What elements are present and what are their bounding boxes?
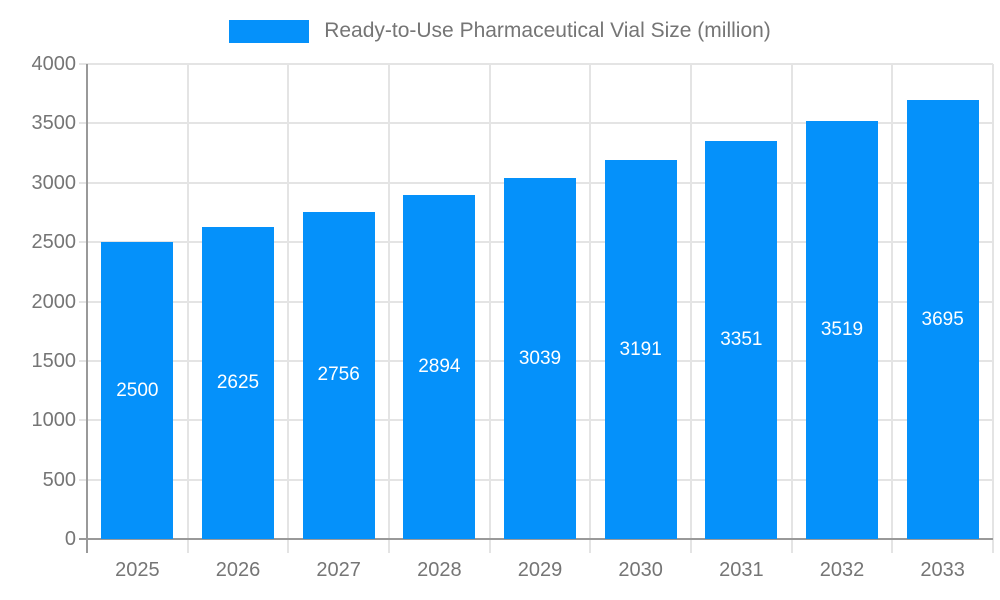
bar[interactable]: 2500 <box>101 242 174 539</box>
legend-label: Ready-to-Use Pharmaceutical Vial Size (m… <box>324 19 771 42</box>
bar[interactable]: 3351 <box>705 141 778 539</box>
y-gridline <box>79 122 993 125</box>
bar-value-label: 3519 <box>820 319 864 341</box>
bar-value-label: 3191 <box>619 338 662 360</box>
x-axis-tick-label: 2026 <box>215 559 261 581</box>
x-axis-line <box>79 538 993 540</box>
bar-value-label: 3039 <box>518 347 562 369</box>
y-gridline <box>79 63 993 65</box>
bar[interactable]: 2756 <box>302 211 375 539</box>
x-gridline <box>790 64 793 553</box>
bar[interactable]: 3695 <box>906 100 979 539</box>
x-gridline <box>287 64 290 553</box>
bar-value-label: 3695 <box>921 308 964 330</box>
y-axis-tick-label: 2000 <box>31 290 77 313</box>
plot-area: 2500 2625 2756 2894 3039 3191 3351 3519 3695 <box>79 63 994 553</box>
x-axis-tick-label: 2028 <box>417 559 462 581</box>
legend-swatch-icon <box>229 19 310 43</box>
x-axis-tick-label: 2031 <box>719 559 764 581</box>
bar-value-label: 2756 <box>317 364 360 386</box>
x-axis-tick-label: 2032 <box>819 559 865 581</box>
bar[interactable]: 3519 <box>806 121 878 539</box>
bar[interactable]: 2625 <box>202 227 274 539</box>
y-axis-tick-label: 1000 <box>31 409 77 432</box>
y-axis-tick-label: 4000 <box>31 53 77 75</box>
y-axis-line <box>86 64 88 553</box>
x-gridline <box>488 64 491 553</box>
y-axis-tick-label: 3000 <box>31 171 77 194</box>
bar[interactable]: 3191 <box>604 160 677 539</box>
x-gridline <box>186 64 189 553</box>
x-axis-tick-label: 2025 <box>115 559 160 581</box>
bar[interactable]: 3039 <box>504 178 576 539</box>
legend-item[interactable]: Ready-to-Use Pharmaceutical Vial Size (m… <box>229 18 771 44</box>
x-gridline <box>589 64 592 553</box>
x-gridline <box>388 64 390 553</box>
legend: Ready-to-Use Pharmaceutical Vial Size (m… <box>0 18 1000 44</box>
x-axis-tick-label: 2027 <box>316 559 361 581</box>
x-axis-tick-label: 2029 <box>517 559 563 581</box>
y-axis-tick-label: 3500 <box>31 112 77 135</box>
x-gridline <box>891 64 894 553</box>
x-axis-tick-label: 2030 <box>618 559 663 581</box>
bar-value-label: 3351 <box>720 329 763 351</box>
x-gridline <box>992 64 994 553</box>
y-axis-tick-label: 500 <box>42 468 76 491</box>
bar[interactable]: 2894 <box>403 195 476 539</box>
bar-value-label: 2894 <box>418 356 461 378</box>
bar-value-label: 2500 <box>116 379 159 401</box>
y-axis-tick-label: 0 <box>64 528 76 550</box>
y-axis-tick-label: 1500 <box>31 349 77 372</box>
x-axis-tick-label: 2033 <box>920 559 965 581</box>
x-gridline <box>690 64 692 553</box>
bar-value-label: 2625 <box>216 372 260 394</box>
y-axis-tick-label: 2500 <box>31 231 77 254</box>
